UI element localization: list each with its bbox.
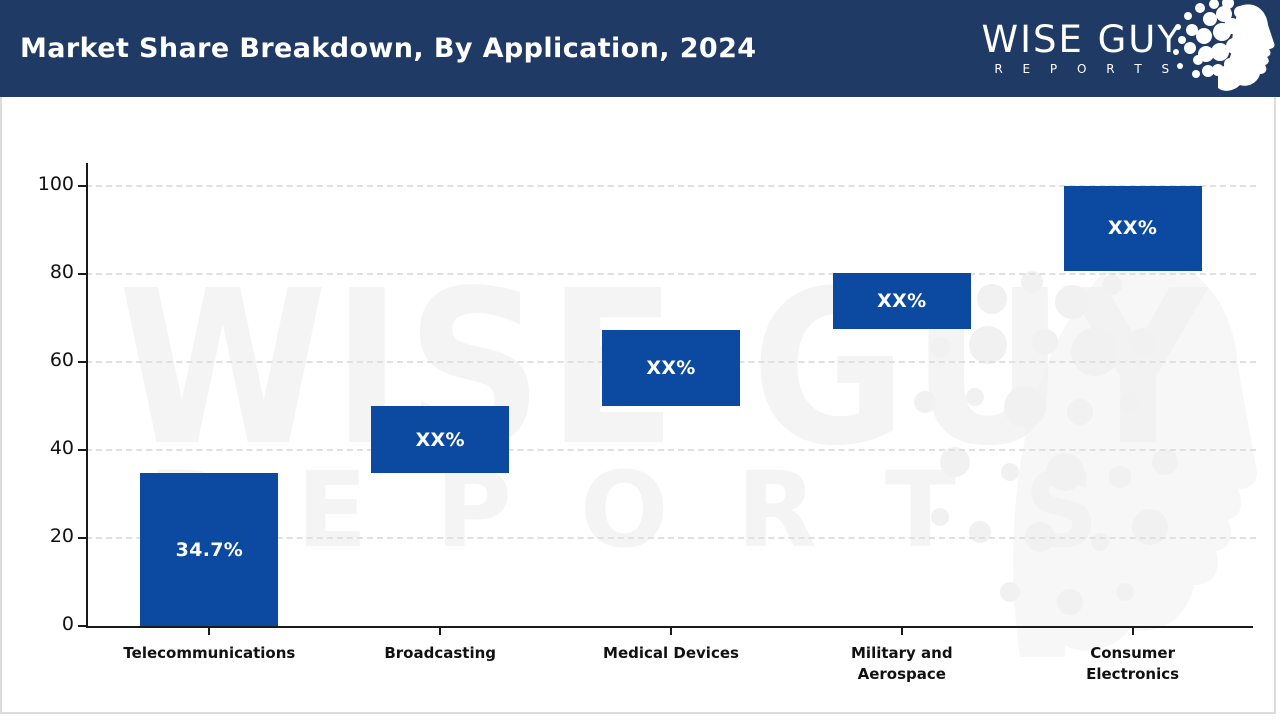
x-axis [86,626,1253,628]
x-category-label: Medical Devices [603,644,739,662]
brand-logo-line2: R E P O R T S [994,62,1178,76]
y-tick-label-80: 80 [49,261,74,283]
gridline-20 [86,537,1256,539]
x-category-label: Consumer Electronics [1086,644,1180,683]
y-tick-label-40: 40 [49,437,74,459]
y-tick-label-100: 100 [37,173,74,195]
gridline-100 [86,185,1256,187]
y-tick-60 [78,361,86,363]
y-tick-80 [78,273,86,275]
y-tick-label-20: 20 [49,525,74,547]
x-tick-3 [900,628,903,635]
head-profile-icon [1168,0,1276,99]
y-axis [86,163,88,628]
gridline-80 [86,273,1256,275]
y-tick-label-60: 60 [49,349,74,371]
gridline-40 [86,449,1256,451]
x-tick-4 [1131,628,1134,635]
x-tick-0 [208,628,211,635]
x-category-label: Telecommunications [123,644,296,662]
bar-value-label: XX% [646,357,696,380]
x-tick-2 [670,628,672,635]
bar-value-label: 34.7% [175,538,244,561]
y-tick-40 [78,449,86,451]
y-tick-20 [78,537,86,539]
bar-broadcasting: XX% [371,406,510,474]
y-tick-100 [78,185,86,187]
y-tick-label-0: 0 [61,613,74,635]
watermark-head-dots [880,187,1260,661]
bar-military-and-aerospace: XX% [832,273,971,329]
bar-medical-devices: XX% [602,329,740,407]
page-title: Market Share Breakdown, By Application, … [20,33,757,64]
x-tick-1 [439,628,442,635]
bar-value-label: XX% [877,290,927,313]
chart-area: WISE GUY R E P O R T S 0 20 40 60 80 100 34.7%… [0,97,1280,720]
bar-consumer-electronics: XX% [1063,186,1202,271]
x-category-label: Broadcasting [384,644,497,662]
brand-logo: WISE GUY R E P O R T S [982,0,1276,97]
chart-panel-border [0,97,1276,714]
x-category-label: Military and Aerospace [851,644,953,683]
brand-logo-line1: WISE GUY [981,18,1182,61]
bar-value-label: XX% [1107,217,1158,240]
brand-logo-text: WISE GUY R E P O R T S [982,21,1182,76]
header: Market Share Breakdown, By Application, … [0,0,1280,97]
bar-telecommunications: 34.7% [140,473,279,626]
y-tick-0 [78,625,86,627]
bar-value-label: XX% [415,428,465,451]
